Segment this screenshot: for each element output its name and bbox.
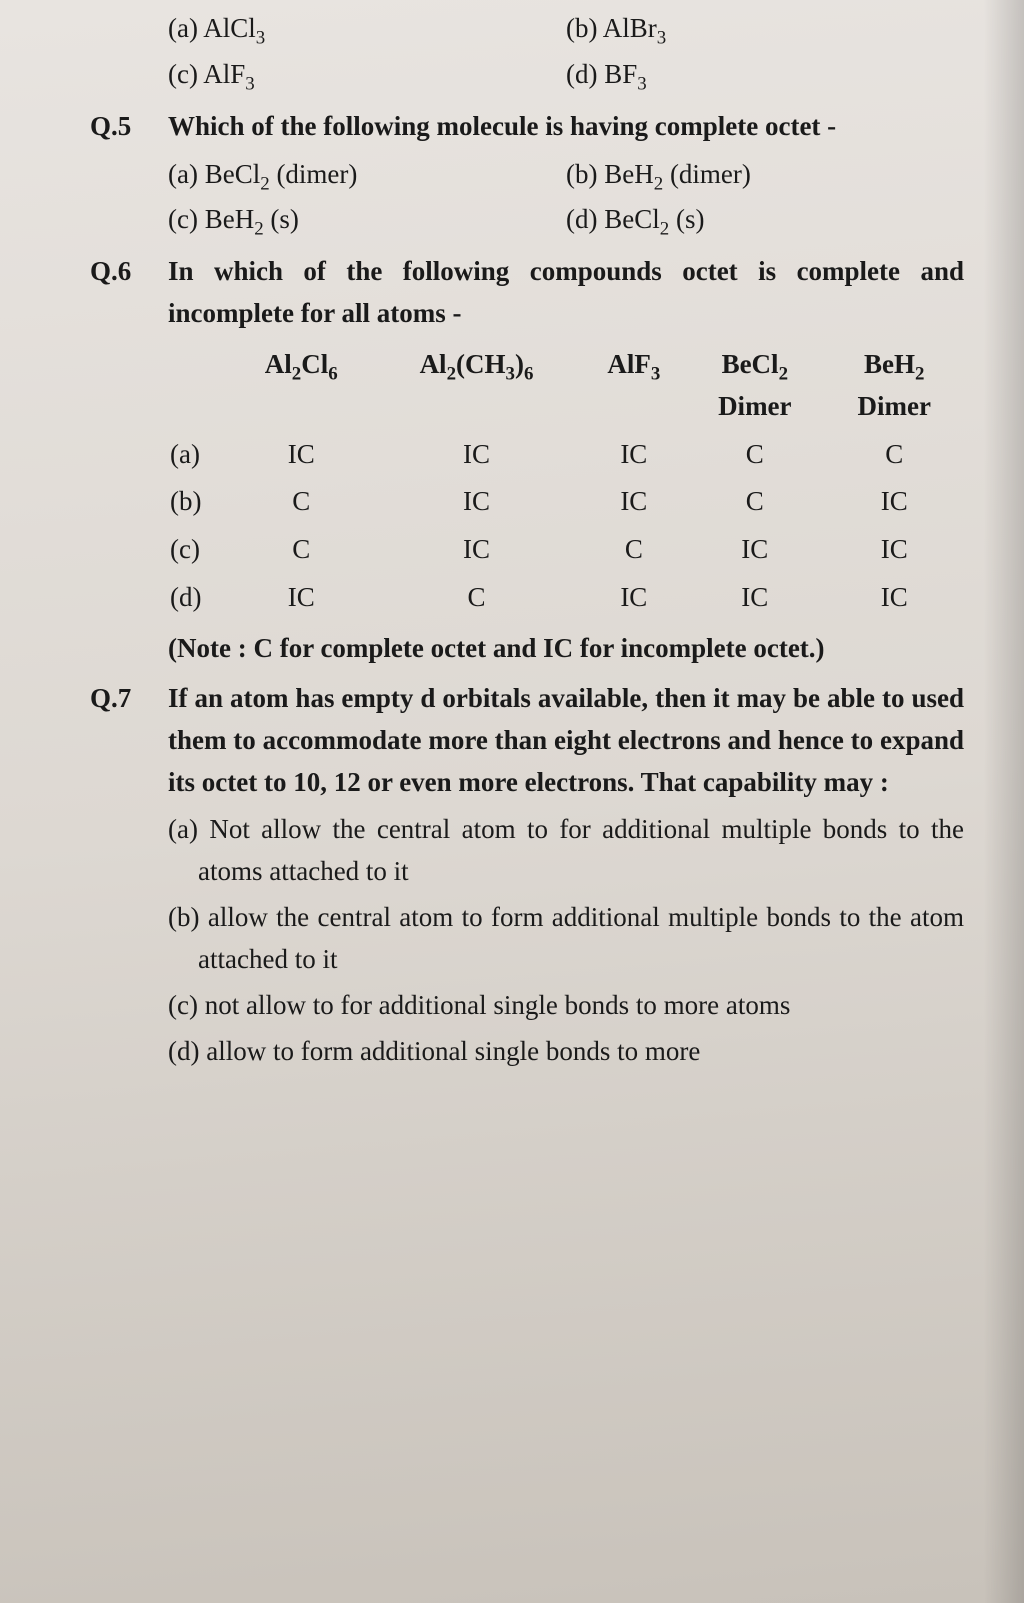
q5: Q.5 Which of the following molecule is h… <box>90 106 964 244</box>
q6-row-b: (b) C IC IC C IC <box>168 478 964 526</box>
q6-hdr-2: Al2(CH3)6 <box>370 341 582 431</box>
q6-question: In which of the following compounds octe… <box>168 251 964 335</box>
q6-hdr-1: Al2Cl6 <box>232 341 370 431</box>
q4-options-top: (a) AlCl3 (b) AlBr3 <box>90 6 964 52</box>
q5-option-b: (b) BeH2 (dimer) <box>566 152 964 198</box>
q6-number: Q.6 <box>90 251 168 670</box>
q7-number: Q.7 <box>90 678 168 1075</box>
q5-option-a: (a) BeCl2 (dimer) <box>168 152 566 198</box>
q7-question: If an atom has empty d orbitals availabl… <box>168 678 964 804</box>
q6-row-a: (a) IC IC IC C C <box>168 431 964 479</box>
q6-table: Al2Cl6 Al2(CH3)6 AlF3 BeCl2Dimer BeH2Dim… <box>168 341 964 622</box>
q4-options-bottom: (c) AlF3 (d) BF3 <box>90 52 964 98</box>
page-content: (a) AlCl3 (b) AlBr3 (c) AlF3 (d) BF3 Q.5 <box>0 0 1024 1084</box>
q6-hdr-4: BeCl2Dimer <box>685 341 824 431</box>
q7-option-b: (b) allow the central atom to form addit… <box>168 895 964 983</box>
q5-option-c: (c) BeH2 (s) <box>168 197 566 243</box>
q5-option-d: (d) BeCl2 (s) <box>566 197 964 243</box>
q4-option-c: (c) AlF3 <box>168 52 566 98</box>
q7-option-a: (a) Not allow the central atom to for ad… <box>168 807 964 895</box>
q4-option-d: (d) BF3 <box>566 52 964 98</box>
q4-option-a: (a) AlCl3 <box>168 6 566 52</box>
q7-option-c: (c) not allow to for additional single b… <box>168 983 964 1029</box>
q6-row-c: (c) C IC C IC IC <box>168 526 964 574</box>
q6-note: (Note : C for complete octet and IC for … <box>168 628 964 670</box>
q6-hdr-3: AlF3 <box>583 341 686 431</box>
q6: Q.6 In which of the following compounds … <box>90 251 964 670</box>
q6-hdr-5: BeH2Dimer <box>825 341 964 431</box>
q5-number: Q.5 <box>90 106 168 244</box>
q6-header-row: Al2Cl6 Al2(CH3)6 AlF3 BeCl2Dimer BeH2Dim… <box>168 341 964 431</box>
q7: Q.7 If an atom has empty d orbitals avai… <box>90 678 964 1075</box>
q5-question: Which of the following molecule is havin… <box>168 106 964 148</box>
q6-row-d: (d) IC C IC IC IC <box>168 574 964 622</box>
q7-option-d: (d) allow to form additional single bond… <box>168 1029 964 1075</box>
q4-option-b: (b) AlBr3 <box>566 6 964 52</box>
